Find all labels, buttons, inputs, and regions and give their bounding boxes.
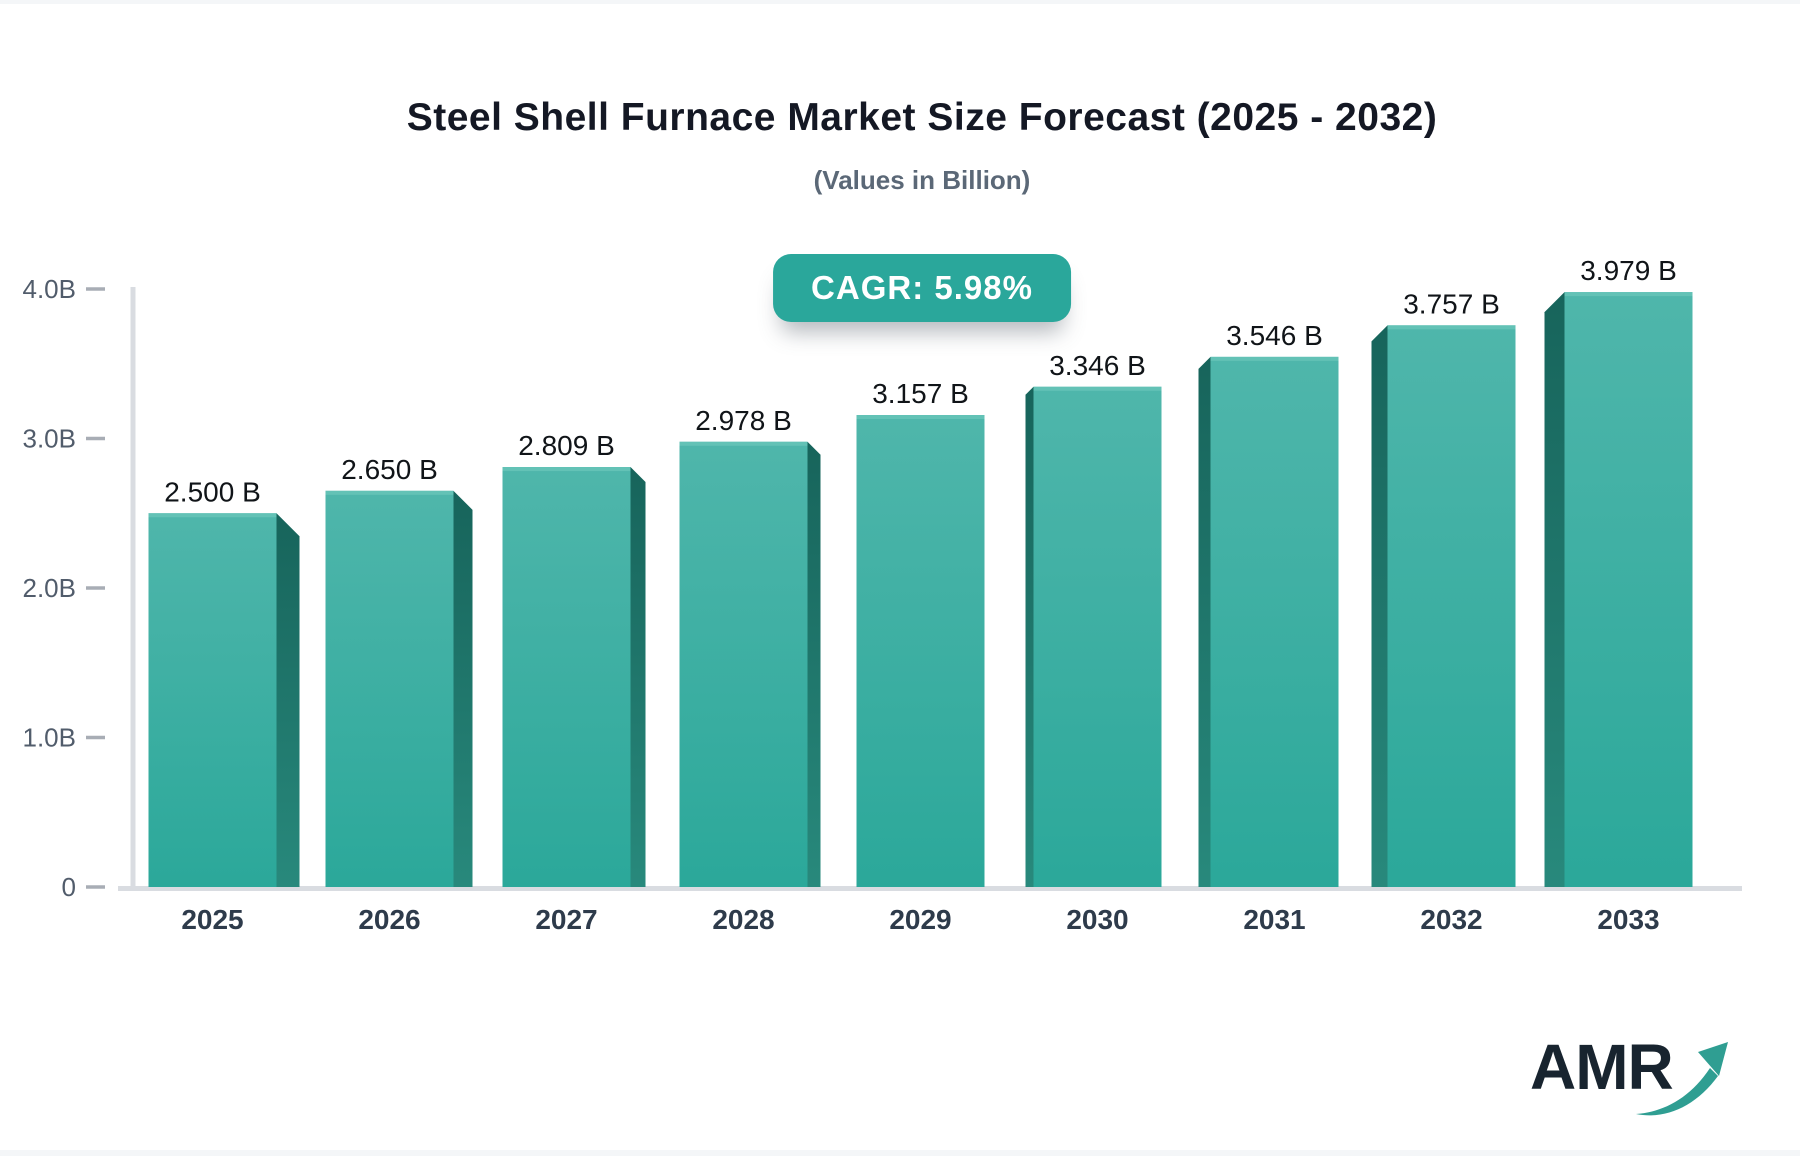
bar-2030 — [1025, 386, 1162, 887]
x-axis-label: 2032 — [1420, 904, 1482, 935]
bar-top-edge — [502, 467, 631, 472]
bar-top-edge — [1033, 386, 1162, 391]
bar-front-face — [679, 441, 808, 887]
bar-2025 — [148, 513, 300, 887]
chart-title: Steel Shell Furnace Market Size Forecast… — [406, 96, 1438, 139]
x-axis-label: 2025 — [181, 904, 243, 935]
bar-front-face — [1033, 386, 1162, 887]
bar-value-label: 2.500 B — [164, 476, 261, 507]
bar-side-face — [453, 490, 473, 887]
bar-top-edge — [325, 490, 454, 495]
bar-side-face — [807, 441, 821, 887]
bar-value-label: 3.757 B — [1403, 288, 1500, 319]
brand-arrow-icon — [1636, 1042, 1728, 1116]
bar-side-face — [1025, 386, 1034, 887]
chart-subtitle: (Values in Billion) — [813, 165, 1031, 195]
cagr-badge: CAGR: 5.98% — [773, 254, 1071, 322]
bar-top-edge — [1387, 325, 1516, 330]
x-axis-label: 2033 — [1597, 904, 1659, 935]
bar-2031 — [1198, 356, 1339, 887]
bar-top-edge — [1210, 356, 1339, 361]
y-tick-label: 0 — [62, 872, 76, 902]
bar-2029 — [856, 415, 985, 887]
brand-logo: AMR — [1522, 1022, 1752, 1132]
bar-front-face — [148, 513, 277, 887]
bar-side-face — [1371, 325, 1388, 887]
bar-value-label: 3.979 B — [1580, 255, 1677, 286]
bar-value-label: 2.978 B — [695, 405, 792, 436]
bar-front-face — [1564, 292, 1693, 887]
brand-logo-text: AMR — [1530, 1031, 1674, 1103]
bar-value-label: 2.650 B — [341, 454, 438, 485]
bar-top-edge — [679, 441, 808, 446]
labels-layer: 2.500 B 2025 2.650 B 2026 2.809 B 2027 2.978 B… — [164, 255, 1677, 935]
y-tick-label: 1.0B — [23, 723, 77, 753]
x-axis-label: 2027 — [535, 904, 597, 935]
bar-2028 — [679, 441, 821, 887]
x-axis-label: 2031 — [1243, 904, 1305, 935]
x-axis-label: 2026 — [358, 904, 420, 935]
bar-2033 — [1544, 292, 1693, 887]
y-tick-label: 4.0B — [23, 274, 77, 304]
x-axis-label: 2030 — [1066, 904, 1128, 935]
bar-front-face — [502, 467, 631, 887]
bar-side-face — [1544, 292, 1565, 887]
bar-2032 — [1371, 325, 1516, 887]
bar-front-face — [1387, 325, 1516, 887]
bar-side-face — [630, 467, 646, 887]
bars-layer — [148, 292, 1693, 887]
bar-2026 — [325, 490, 473, 887]
bar-front-face — [325, 490, 454, 887]
x-axis-label: 2029 — [889, 904, 951, 935]
axis-layer: 0 1.0B 2.0B 3.0B 4.0B — [23, 274, 1742, 902]
bar-2027 — [502, 467, 646, 887]
bar-side-face — [1198, 356, 1211, 887]
y-tick-label: 2.0B — [23, 573, 77, 603]
bar-value-label: 3.546 B — [1226, 320, 1323, 351]
bar-value-label: 2.809 B — [518, 430, 615, 461]
bar-top-edge — [856, 415, 985, 420]
y-tick-label: 3.0B — [23, 424, 77, 454]
x-axis-label: 2028 — [712, 904, 774, 935]
bar-front-face — [856, 415, 985, 887]
bar-front-face — [1210, 356, 1339, 887]
bar-value-label: 3.346 B — [1049, 350, 1146, 381]
bar-value-label: 3.157 B — [872, 378, 969, 409]
bar-top-edge — [148, 513, 277, 518]
bar-side-face — [276, 513, 300, 887]
bar-top-edge — [1564, 292, 1693, 297]
